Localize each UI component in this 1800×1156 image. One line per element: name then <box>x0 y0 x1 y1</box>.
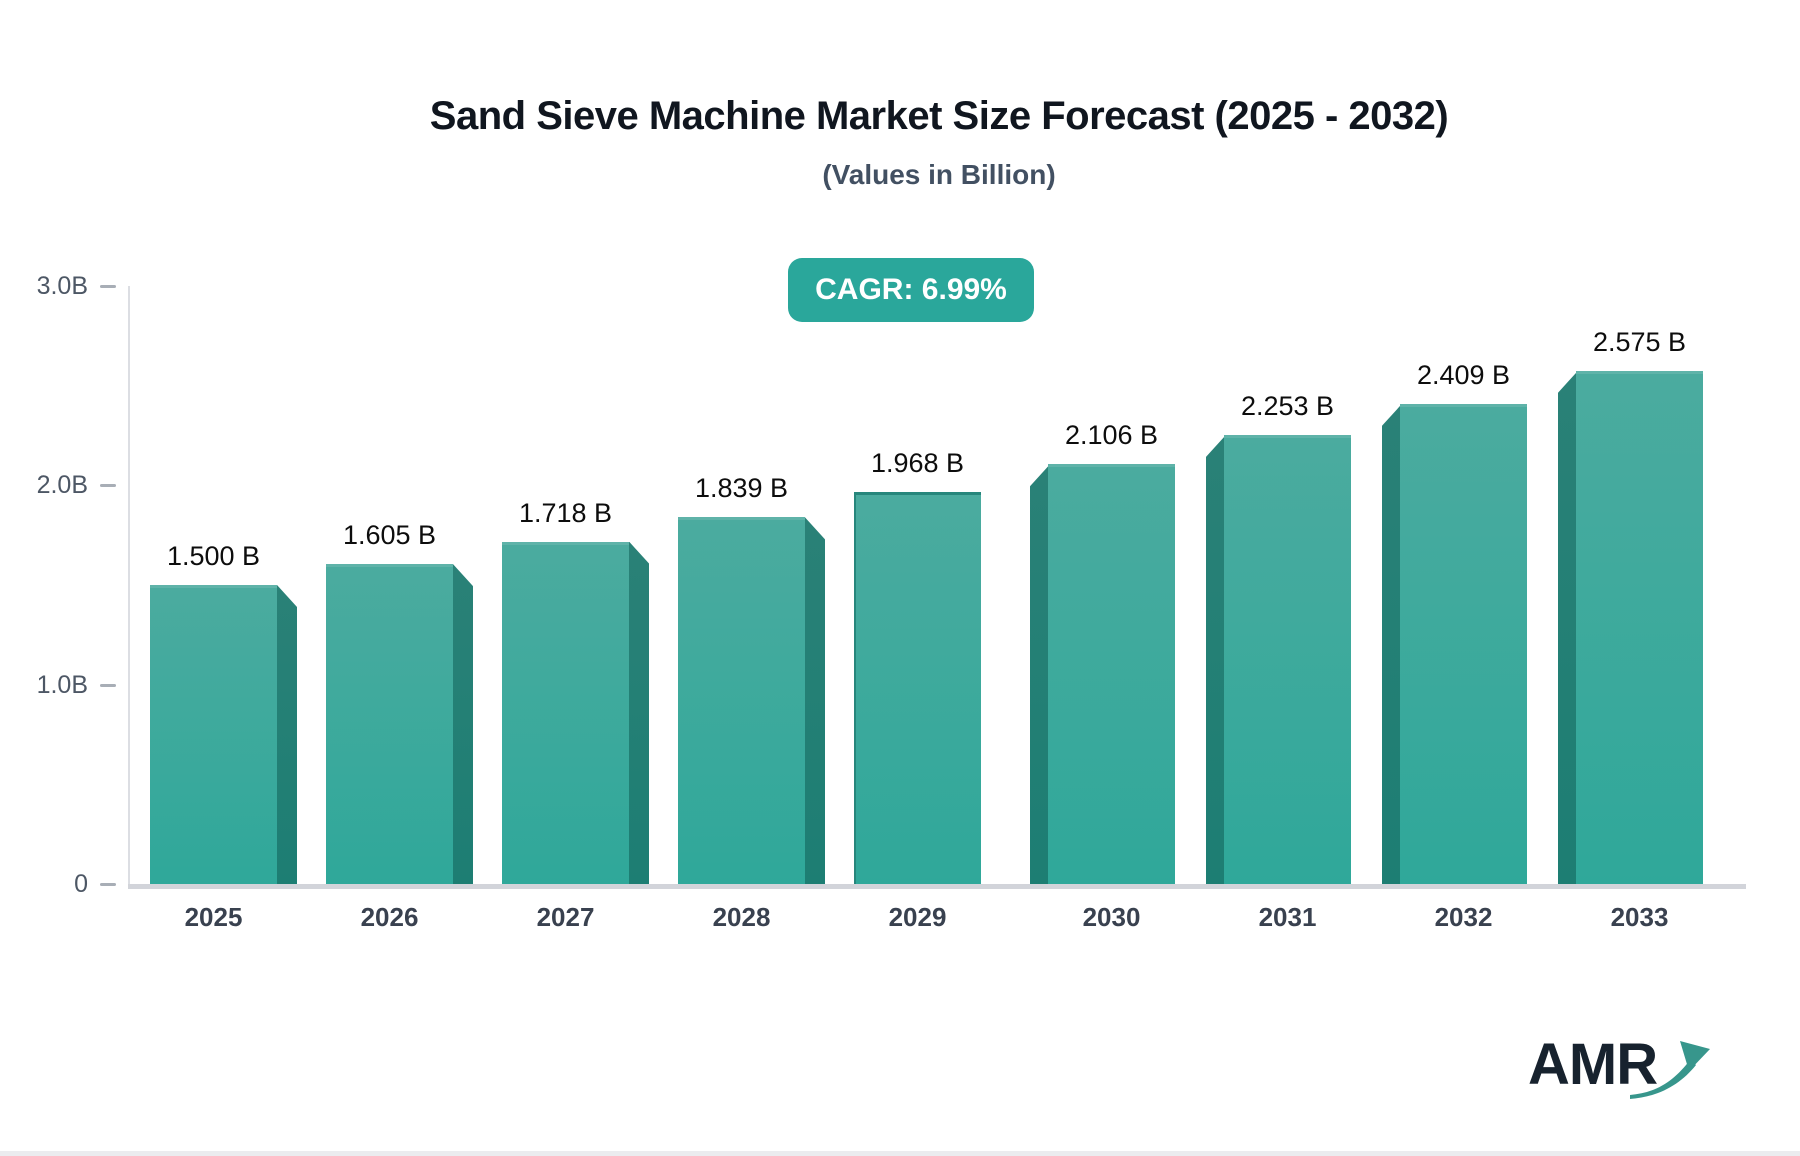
bar-side-2027 <box>629 541 649 884</box>
x-axis-label-2028: 2028 <box>712 902 771 932</box>
y-tick-dash <box>100 484 116 488</box>
x-axis-label-2032: 2032 <box>1434 902 1493 932</box>
logo-arrow-swoosh <box>1630 1060 1696 1099</box>
bar-2029 <box>854 491 981 884</box>
bar-2028 <box>678 517 805 884</box>
bar-2032 <box>1400 403 1527 884</box>
bar-value-label-2025: 1.500 B <box>166 541 261 571</box>
y-tick-dash <box>100 285 116 288</box>
y-tick-dash <box>100 683 116 687</box>
chart-subtitle: (Values in Billion) <box>822 159 1056 190</box>
bar-value-label-2027: 1.718 B <box>518 497 613 528</box>
y-axis-label-3.0B: 3.0B <box>36 272 88 300</box>
bar-value-label-2030: 2.106 B <box>1064 420 1159 451</box>
bar-side-2026 <box>453 564 473 884</box>
bar-value-label-2029: 1.968 B <box>870 447 965 478</box>
y-axis-label-1.0B: 1.0B <box>36 670 88 699</box>
bar-value-label-2028: 1.839 B <box>694 473 789 504</box>
x-axis-label-2025: 2025 <box>184 902 243 932</box>
bar-2026 <box>326 564 453 884</box>
bar-side-2025 <box>277 585 297 884</box>
bar-value-label-2026: 1.605 B <box>342 520 437 551</box>
bar-value-label-2032: 2.409 B <box>1416 359 1511 390</box>
bar-2025 <box>150 585 277 884</box>
x-axis-label-2029: 2029 <box>888 902 947 932</box>
bar-side-2028 <box>805 517 825 884</box>
bar-side-2030 <box>1030 464 1050 884</box>
amr-logo: AMR <box>1528 1030 1738 1114</box>
y-tick-dash <box>100 883 116 886</box>
x-axis-line <box>128 884 1746 889</box>
y-axis-line <box>128 286 130 889</box>
x-axis-label-2033: 2033 <box>1610 902 1669 932</box>
chart-header: Sand Sieve Machine Market Size Forecast … <box>130 94 1748 191</box>
x-axis-label-2026: 2026 <box>360 902 419 932</box>
bar-2031 <box>1224 434 1351 884</box>
logo-arrow-head <box>1680 1041 1710 1071</box>
bar-2030 <box>1048 464 1175 884</box>
x-axis-label-2031: 2031 <box>1258 902 1317 932</box>
bar-2033 <box>1576 370 1703 884</box>
bar-value-label-2033: 2.575 B <box>1592 326 1687 357</box>
x-axis-label-2027: 2027 <box>536 902 595 932</box>
y-axis-label-2.0B: 2.0B <box>36 471 88 500</box>
bar-value-label-2031: 2.253 B <box>1240 390 1335 421</box>
logo-arrow-icon <box>1630 1041 1710 1099</box>
y-axis-label-0: 0 <box>74 870 88 898</box>
bar-side-2032 <box>1382 403 1402 884</box>
chart-title: Sand Sieve Machine Market Size Forecast … <box>429 94 1449 138</box>
bar-side-2031 <box>1206 434 1226 884</box>
x-axis-label-2030: 2030 <box>1082 902 1141 932</box>
bar-2027 <box>502 541 629 884</box>
bar-side-2033 <box>1558 370 1578 884</box>
amr-logo-text: AMR <box>1528 1032 1658 1097</box>
cagr-badge: CAGR: 6.99% <box>788 258 1034 322</box>
